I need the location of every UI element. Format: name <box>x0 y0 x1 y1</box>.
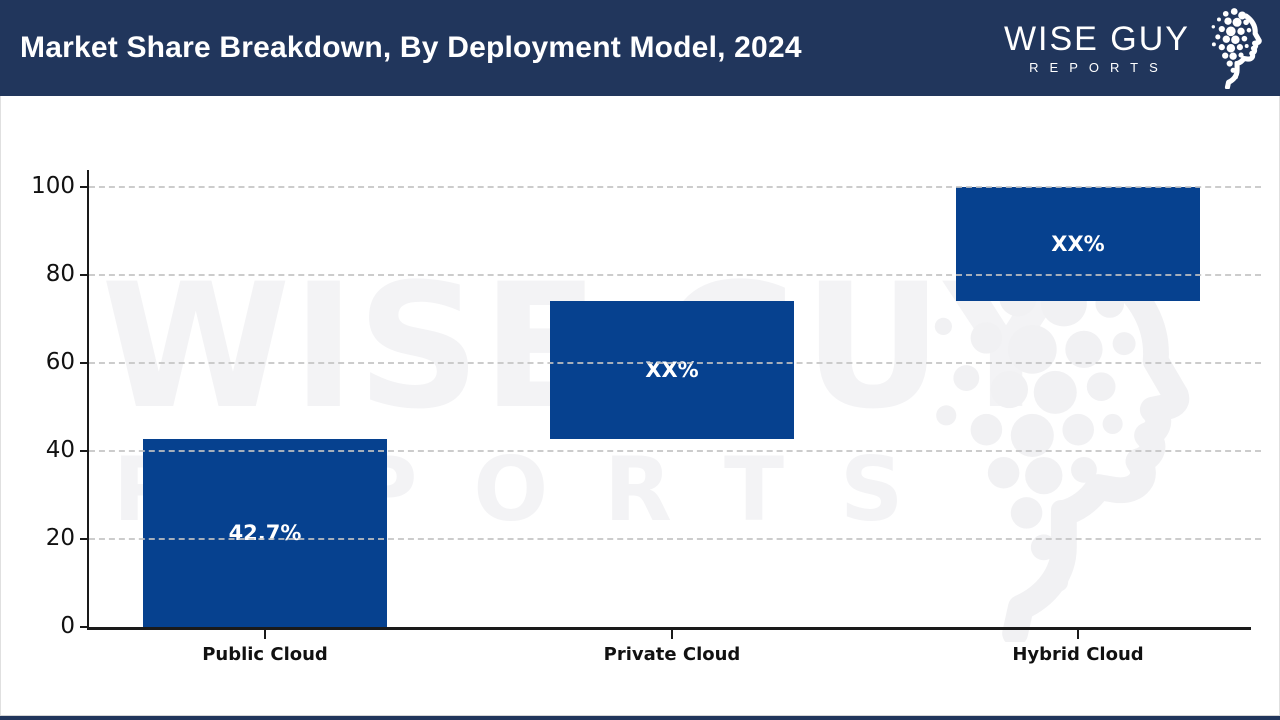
gridline-100 <box>89 186 1261 188</box>
gridline-40 <box>89 450 1261 452</box>
x-tick-3 <box>1077 630 1079 639</box>
chart-plot-area: WISE GUY REPORTS 0 20 40 60 80 100 42.7% Public… <box>0 96 1280 715</box>
y-tick-label-40: 40 <box>45 437 75 463</box>
bar-value-label: 42.7% <box>228 521 302 546</box>
y-tick-0 <box>80 626 89 628</box>
bar-private-cloud: XX% <box>550 301 794 440</box>
logo-text: WISE GUY REPORTS <box>1004 22 1190 74</box>
logo-head-icon <box>1194 7 1266 89</box>
logo-subtitle: REPORTS <box>1029 60 1169 75</box>
y-tick-40 <box>80 450 89 452</box>
x-category-label-3: Hybrid Cloud <box>1012 644 1144 665</box>
x-tick-2 <box>671 630 673 639</box>
y-tick-label-0: 0 <box>60 613 75 639</box>
x-axis-line <box>87 627 1251 630</box>
x-tick-1 <box>264 630 266 639</box>
y-tick-label-80: 80 <box>45 261 75 287</box>
y-tick-60 <box>80 362 89 364</box>
gridline-60 <box>89 362 1261 364</box>
y-tick-100 <box>80 186 89 188</box>
footer-bar <box>0 715 1280 720</box>
chart-title: Market Share Breakdown, By Deployment Mo… <box>20 31 802 64</box>
y-axis-line <box>87 170 89 630</box>
logo-wordmark: WISE GUY <box>1003 20 1190 58</box>
x-category-label-2: Private Cloud <box>603 644 741 665</box>
bar-value-label: XX% <box>1051 232 1105 257</box>
y-tick-80 <box>80 274 89 276</box>
y-tick-label-20: 20 <box>45 525 75 551</box>
y-tick-label-100: 100 <box>31 173 75 199</box>
wise-guy-reports-logo: WISE GUY REPORTS <box>1004 7 1266 89</box>
y-tick-label-60: 60 <box>45 349 75 375</box>
header-bar: Market Share Breakdown, By Deployment Mo… <box>0 0 1280 96</box>
bar-hybrid-cloud: XX% <box>956 187 1200 302</box>
x-category-label-1: Public Cloud <box>202 644 328 665</box>
gridline-20 <box>89 538 1261 540</box>
gridline-80 <box>89 274 1261 276</box>
y-tick-20 <box>80 538 89 540</box>
bar-public-cloud: 42.7% <box>143 439 387 627</box>
